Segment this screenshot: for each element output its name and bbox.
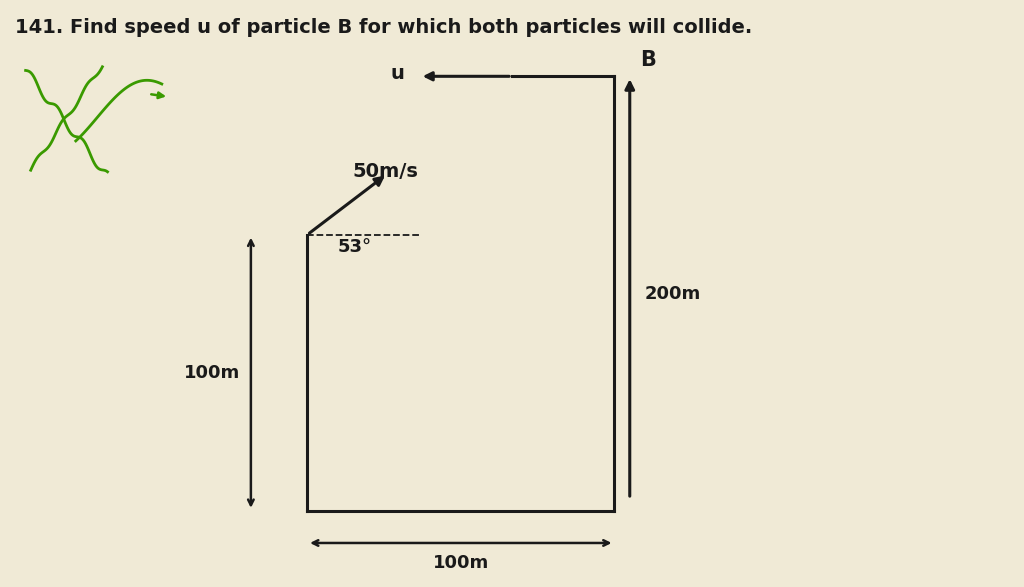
Text: 200m: 200m bbox=[645, 285, 701, 302]
Text: 141. Find speed u of particle B for which both particles will collide.: 141. Find speed u of particle B for whic… bbox=[15, 18, 753, 36]
Text: 100m: 100m bbox=[433, 554, 488, 572]
Text: 53°: 53° bbox=[338, 238, 372, 256]
Text: 100m: 100m bbox=[184, 364, 241, 382]
Text: B: B bbox=[640, 50, 656, 70]
Text: 50m/s: 50m/s bbox=[352, 162, 418, 181]
Text: u: u bbox=[390, 64, 404, 83]
